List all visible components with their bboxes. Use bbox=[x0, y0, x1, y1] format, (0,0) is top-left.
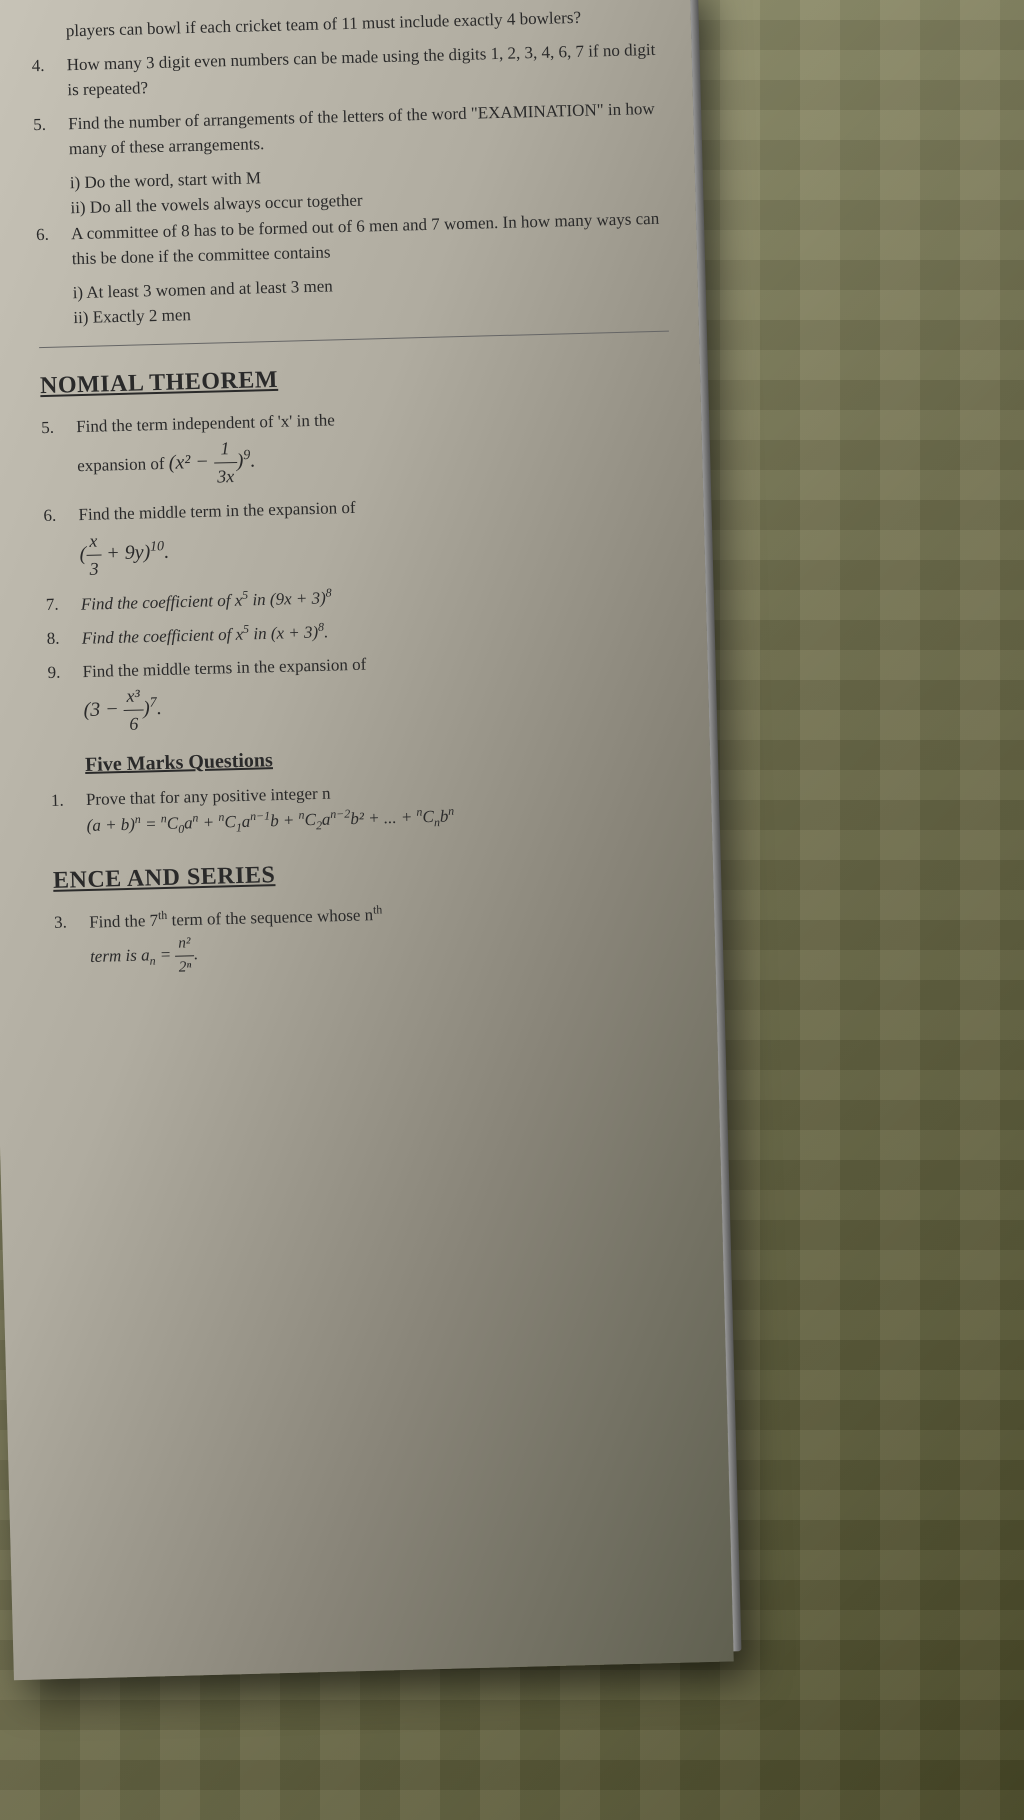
question-text: Find the middle term in the expansion of… bbox=[78, 487, 675, 583]
question-text: Find the number of arrangements of the l… bbox=[68, 95, 664, 162]
math-expression: term is an = n²2ⁿ. bbox=[90, 944, 199, 966]
math-formula: (a + b)n = nC0an + nC1an−1b + nC2an−2b² … bbox=[86, 807, 454, 836]
question-text-part: Find the term independent of 'x' in the bbox=[76, 410, 335, 436]
question-number: 1. bbox=[51, 787, 87, 842]
binomial-q9: 9. Find the middle terms in the expansio… bbox=[47, 643, 679, 740]
math-expression: (3 − x³6)7. bbox=[83, 697, 162, 721]
math-expression: (x² − 13x)9. bbox=[168, 450, 255, 474]
question-number: 7. bbox=[45, 591, 81, 618]
question-number: 6. bbox=[43, 502, 80, 583]
question-text: Find the middle terms in the expansion o… bbox=[82, 643, 679, 739]
textbook-page: med how y of can ord ed, s a 00 2. of f … bbox=[0, 0, 734, 1680]
question-text: Find the 7th term of the sequence whose … bbox=[89, 893, 686, 982]
math-expression: (x3 + 9y)10. bbox=[79, 540, 169, 564]
question-number: 6. bbox=[36, 221, 72, 273]
question-number: 5. bbox=[41, 414, 78, 495]
question-text-part: Prove that for any positive integer n bbox=[86, 784, 331, 809]
question-number: 4. bbox=[31, 52, 67, 104]
question-text: Find the term independent of 'x' in the … bbox=[76, 398, 673, 494]
question-number: 5. bbox=[33, 111, 69, 163]
question-text-part: expansion of bbox=[77, 454, 165, 475]
binomial-heading: NOMIAL THEOREM bbox=[40, 356, 670, 399]
binomial-q6: 6. Find the middle term in the expansion… bbox=[43, 487, 675, 584]
sequence-heading: ENCE AND SERIES bbox=[53, 851, 683, 894]
question-number: 8. bbox=[46, 625, 82, 652]
question-text: How many 3 digit even numbers can be mad… bbox=[66, 36, 662, 103]
question-4: 4. How many 3 digit even numbers can be … bbox=[31, 36, 662, 103]
question-text: Prove that for any positive integer n (a… bbox=[86, 772, 682, 842]
question-text-part: Find the middle term in the expansion of bbox=[78, 498, 356, 524]
question-number: 9. bbox=[47, 659, 84, 740]
question-5: 5. Find the number of arrangements of th… bbox=[33, 95, 664, 162]
section-divider bbox=[39, 330, 669, 347]
sequence-q3: 3. Find the 7th term of the sequence who… bbox=[54, 893, 686, 982]
binomial-five-q1: 1. Prove that for any positive integer n… bbox=[51, 772, 682, 843]
binomial-q5: 5. Find the term independent of 'x' in t… bbox=[41, 398, 673, 495]
five-marks-heading: Five Marks Questions bbox=[85, 739, 680, 778]
question-text-part: Find the middle terms in the expansion o… bbox=[82, 654, 366, 680]
question-number: 3. bbox=[54, 909, 91, 983]
question-text: Find the coefficient of x5 in (x + 3)8. bbox=[81, 609, 676, 651]
